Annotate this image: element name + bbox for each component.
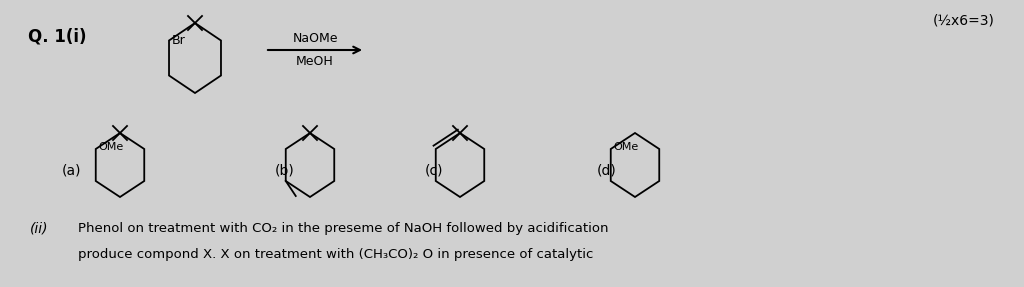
Text: produce compond X. X on treatment with (CH₃CO)₂ O in presence of catalytic: produce compond X. X on treatment with (… (78, 248, 593, 261)
Text: OMe: OMe (98, 142, 124, 152)
Text: NaOMe: NaOMe (292, 32, 338, 45)
Text: Phenol on treatment with CO₂ in the preseme of NaOH followed by acidification: Phenol on treatment with CO₂ in the pres… (78, 222, 608, 235)
Text: (d): (d) (597, 163, 616, 177)
Text: (ii): (ii) (30, 222, 48, 236)
Text: Br: Br (172, 34, 185, 47)
Text: (a): (a) (62, 163, 82, 177)
Text: MeOH: MeOH (296, 55, 334, 68)
Text: (b): (b) (275, 163, 295, 177)
Text: OMe: OMe (613, 142, 639, 152)
Text: Q. 1(i): Q. 1(i) (28, 28, 86, 46)
Text: (c): (c) (425, 163, 443, 177)
Text: (½x6=3): (½x6=3) (933, 14, 995, 28)
